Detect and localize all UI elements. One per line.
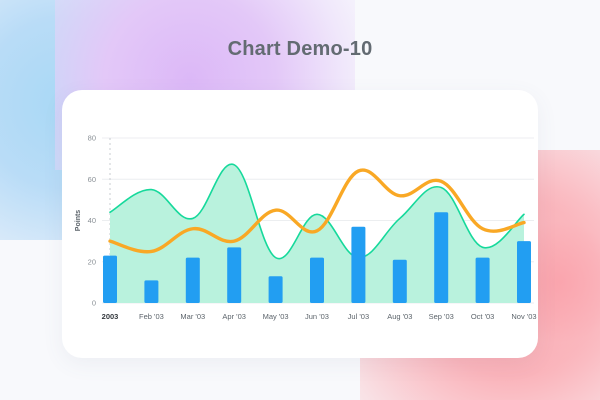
bar[interactable] <box>517 241 531 303</box>
area-series-line <box>109 163 525 260</box>
x-tick-label: Nov '03 <box>511 312 536 321</box>
x-tick-label: Oct '03 <box>471 312 495 321</box>
page-title: Chart Demo-10 <box>227 38 373 60</box>
area-series-fill <box>110 164 524 303</box>
y-tick-label: 0 <box>92 299 96 308</box>
bar[interactable] <box>475 257 490 303</box>
bar-series[interactable] <box>103 212 531 303</box>
x-tick-label: Feb '03 <box>139 312 164 321</box>
x-tick-label: Sep '03 <box>429 312 454 321</box>
y-axis-title: Points <box>75 210 82 231</box>
bar[interactable] <box>185 257 200 303</box>
trend-series-line <box>108 168 526 254</box>
bar[interactable] <box>392 259 407 303</box>
bar[interactable] <box>144 280 159 303</box>
bar[interactable] <box>310 257 324 303</box>
chart-card: 0 20 40 60 80 Points 2003 Feb '03 Mar '03 Apr '03… <box>62 90 538 358</box>
y-tick-label: 20 <box>88 257 96 266</box>
bar[interactable] <box>434 212 449 303</box>
bar[interactable] <box>268 276 283 303</box>
chart-plot-area[interactable]: 0 20 40 60 80 Points 2003 Feb '03 Mar '03 Apr '03… <box>62 90 538 358</box>
x-tick-label: May '03 <box>263 312 289 321</box>
bar[interactable] <box>227 247 242 303</box>
x-tick-label: Mar '03 <box>180 312 205 321</box>
x-tick-label: Jun '03 <box>305 312 329 321</box>
combination-chart[interactable]: 0 20 40 60 80 Points 2003 Feb '03 Mar '03 Apr '03… <box>62 90 538 358</box>
bar[interactable] <box>103 255 117 303</box>
x-tick-label: Jul '03 <box>348 312 369 321</box>
x-axis-labels: 2003 Feb '03 Mar '03 Apr '03 May '03 Jun '03 J… <box>102 312 537 321</box>
x-tick-label: Aug '03 <box>387 312 412 321</box>
y-tick-label: 40 <box>88 216 96 225</box>
y-tick-label: 60 <box>88 175 96 184</box>
x-tick-label: 2003 <box>102 312 119 321</box>
x-tick-label: Apr '03 <box>222 312 246 321</box>
bar[interactable] <box>351 226 366 303</box>
y-tick-label: 80 <box>88 134 96 143</box>
